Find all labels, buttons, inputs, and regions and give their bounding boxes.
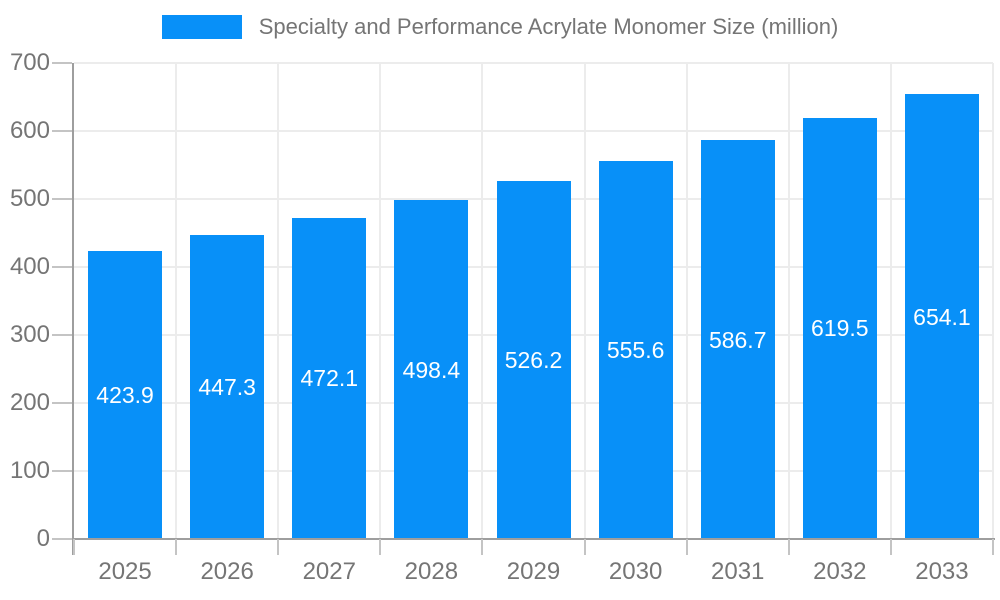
- y-axis-tick: [52, 538, 72, 540]
- y-axis-label: 500: [9, 185, 50, 212]
- bar: [904, 94, 979, 539]
- legend-swatch: [161, 15, 242, 39]
- bar-value-label: 555.6: [606, 337, 665, 364]
- y-axis-tick: [52, 470, 72, 472]
- y-axis-label: 700: [9, 49, 50, 76]
- y-axis-tick: [52, 198, 72, 200]
- x-axis-label: 2033: [915, 558, 969, 585]
- bar: [190, 234, 265, 539]
- x-axis-label: 2025: [98, 558, 152, 585]
- bar: [394, 200, 469, 539]
- x-axis-tick: [685, 539, 688, 555]
- x-gridline: [175, 63, 178, 539]
- chart-title: Specialty and Performance Acrylate Monom…: [258, 14, 839, 39]
- x-axis-tick: [889, 539, 892, 555]
- bar: [802, 117, 877, 539]
- y-axis-label: 300: [9, 321, 50, 348]
- x-axis-tick: [277, 539, 280, 555]
- bar-value-label: 586.7: [708, 326, 767, 353]
- x-axis-tick: [73, 539, 75, 555]
- y-axis-tick: [52, 130, 72, 132]
- bar-value-label: 619.5: [811, 315, 869, 342]
- y-axis-label: 100: [9, 457, 50, 484]
- y-axis-label: 600: [9, 117, 50, 144]
- x-axis-line: [74, 538, 995, 540]
- bar-value-label: 447.3: [198, 373, 256, 400]
- bar: [496, 181, 571, 539]
- x-gridline: [992, 63, 994, 539]
- y-axis-line: [72, 63, 74, 555]
- x-axis-label: 2032: [813, 558, 867, 585]
- y-axis-tick: [52, 62, 72, 64]
- bar: [700, 140, 775, 539]
- x-axis-tick: [175, 539, 178, 555]
- bar-value-label: 498.4: [402, 356, 461, 383]
- plot-area: 423.9 447.3 472.1 498.4 526.2 555.6 586.7 619.5…: [74, 62, 994, 539]
- x-axis-tick: [787, 539, 790, 555]
- x-axis-label: 2030: [608, 558, 663, 585]
- bar: [88, 250, 163, 539]
- y-axis-tick: [52, 266, 72, 268]
- x-axis-tick: [379, 539, 382, 555]
- x-gridline: [481, 63, 484, 539]
- x-gridline: [277, 63, 280, 539]
- x-axis-label: 2031: [711, 558, 765, 585]
- bar-value-label: 472.1: [300, 365, 359, 392]
- x-gridline: [889, 63, 892, 539]
- y-axis-tick: [52, 334, 72, 336]
- bar: [292, 217, 367, 539]
- y-axis-label: 400: [9, 253, 50, 280]
- y-axis-tick: [52, 402, 72, 404]
- bar-value-label: 423.9: [96, 381, 154, 408]
- bar-value-label: 526.2: [504, 347, 563, 374]
- x-axis-label: 2029: [506, 558, 561, 585]
- y-axis-label: 0: [36, 525, 50, 552]
- chart-legend: Specialty and Performance Acrylate Monom…: [0, 14, 1000, 40]
- x-gridline: [379, 63, 382, 539]
- y-axis-label: 200: [9, 389, 50, 416]
- bar: [598, 161, 673, 539]
- bar-value-label: 654.1: [913, 303, 971, 330]
- x-gridline: [787, 63, 790, 539]
- x-gridline: [685, 63, 688, 539]
- y-gridline: [74, 62, 993, 64]
- x-axis-tick: [481, 539, 484, 555]
- x-axis-label: 2027: [302, 558, 356, 585]
- x-axis-tick: [583, 539, 586, 555]
- x-gridline: [583, 63, 586, 539]
- y-gridline: [74, 130, 993, 132]
- x-axis-label: 2028: [404, 558, 459, 585]
- x-axis-tick: [992, 539, 994, 555]
- x-axis-label: 2026: [200, 558, 254, 585]
